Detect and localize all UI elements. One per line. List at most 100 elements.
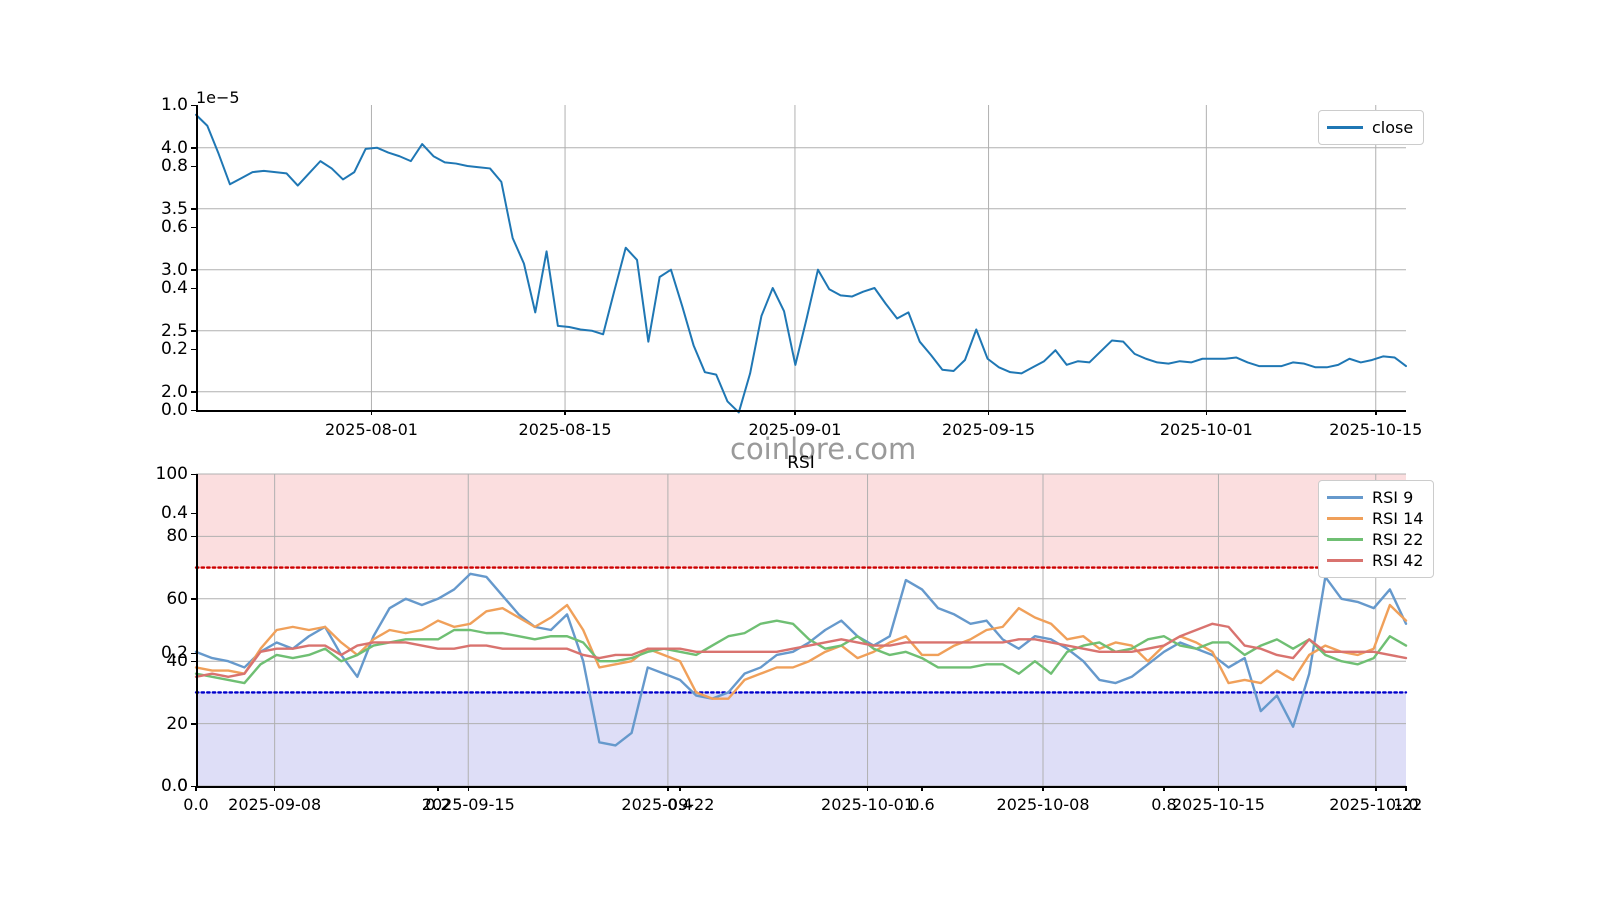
price-xtick-mark-2025-08-15 <box>564 410 566 415</box>
price-ytick-2.5: 2.5 <box>160 320 188 341</box>
rsi-ytick-norm-0-4: 0.4 <box>160 503 188 523</box>
rsi-xtick-2025-10-22: 2025-10-22 <box>1329 795 1423 814</box>
price-ytick-3.0-mark <box>191 269 196 271</box>
rsi-xtick-norm-0-2: 0.2 <box>425 795 451 814</box>
rsi-xtick-2025-09-22-mark <box>667 786 669 791</box>
rsi-xtick-norm-1-0: 1.0 <box>1393 795 1419 814</box>
rsi-ytick-80: 80 <box>166 526 188 547</box>
watermark-coinlore: coinlore.com <box>730 432 917 466</box>
price-ytick-norm-0-2-mark <box>191 348 196 350</box>
rsi-ytick-norm-0-2-mark <box>191 652 196 654</box>
rsi-plot-area <box>194 473 1408 787</box>
rsi-ytick-norm-0-0-mark <box>191 785 196 787</box>
price-plot-area <box>195 105 1407 414</box>
price-ytick-4.0-mark <box>191 147 196 149</box>
rsi-bottom-spine <box>196 786 1406 788</box>
rsi-legend[interactable]: RSI 9 RSI 14 RSI 22 RSI 42 <box>1318 480 1435 578</box>
price-ytick-4.0: 4.0 <box>160 137 188 158</box>
rsi-ytick-norm-0-4-mark <box>191 512 196 514</box>
legend-swatch-close-icon <box>1327 126 1363 129</box>
rsi-xtick-2025-10-08: 2025-10-08 <box>996 795 1090 814</box>
price-legend-item-close[interactable]: close <box>1327 117 1413 138</box>
rsi-xtick-2025-09-08: 2025-09-08 <box>228 795 322 814</box>
rsi-xtick-2025-09-15-mark <box>467 786 469 791</box>
price-ytick-3.5-mark <box>191 208 196 210</box>
price-xtick-2025-08-01: 2025-08-01 <box>324 420 418 439</box>
rsi-xtick-norm-0-6: 0.6 <box>909 795 935 814</box>
rsi-legend-item-RSI-22[interactable]: RSI 22 <box>1327 529 1423 550</box>
rsi-xtick-norm-0-8: 0.8 <box>1151 795 1177 814</box>
legend-swatch-RSI-14-icon <box>1327 517 1363 520</box>
price-left-spine <box>196 105 198 410</box>
rsi-left-spine <box>196 474 198 786</box>
rsi-xtick-norm-0-4: 0.4 <box>667 795 693 814</box>
rsi-xtick-2025-09-22: 2025-09-22 <box>621 795 715 814</box>
price-line-svg <box>195 105 1407 414</box>
price-ytick-2.0-mark <box>191 391 196 393</box>
rsi-ytick-100-mark <box>191 473 196 475</box>
rsi-xtick-norm-0-6-mark <box>921 786 923 791</box>
price-xtick-mark-2025-09-15 <box>987 410 990 415</box>
rsi-legend-label: RSI 14 <box>1372 509 1424 528</box>
price-ytick-norm-0-8-mark <box>191 165 196 167</box>
price-ytick-norm-1-0-mark <box>191 104 196 106</box>
price-legend[interactable]: close <box>1318 110 1425 145</box>
price-xtick-2025-10-01: 2025-10-01 <box>1159 420 1253 439</box>
rsi-legend-label: RSI 22 <box>1372 530 1424 549</box>
rsi-xtick-norm-0-4-mark <box>679 786 681 791</box>
rsi-xtick-2025-10-22-mark <box>1375 786 1377 791</box>
rsi-xtick-2025-09-15: 2025-09-15 <box>421 795 515 814</box>
price-y-offset-label: 1e−5 <box>196 88 240 107</box>
rsi-chart-title: RSI <box>787 453 815 473</box>
rsi-xtick-norm-0-0-mark <box>195 786 197 791</box>
price-xtick-2025-09-01: 2025-09-01 <box>748 420 842 439</box>
rsi-xtick-2025-10-15-mark <box>1217 786 1220 791</box>
rsi-ytick-80-mark <box>191 535 196 538</box>
rsi-ytick-40-mark <box>191 660 196 663</box>
rsi-ytick-60-mark <box>191 598 196 600</box>
price-xtick-2025-09-15: 2025-09-15 <box>942 420 1036 439</box>
price-ytick-norm-0-0: 0.0 <box>160 400 188 420</box>
price-xtick-2025-08-15: 2025-08-15 <box>518 420 612 439</box>
price-ytick-norm-0-4-mark <box>191 287 196 289</box>
price-ytick-norm-0-0-mark <box>191 409 196 411</box>
price-chart-panel: 1e−5 4.0 3.5 3.0 2.5 2.0 1.0 0.8 0.6 0.4 0.2 0.0 2… <box>0 0 1600 440</box>
legend-swatch-RSI-22-icon <box>1327 538 1363 541</box>
rsi-ytick-0: 0 <box>177 776 188 796</box>
price-bottom-spine <box>196 410 1406 412</box>
rsi-ytick-40: 40 <box>166 651 188 672</box>
price-xtick-mark-2025-10-15 <box>1375 410 1377 415</box>
price-ytick-norm-0-6-mark <box>191 226 196 228</box>
price-ytick-norm-0-4: 0.4 <box>160 278 188 298</box>
rsi-legend-label: RSI 42 <box>1372 551 1424 570</box>
price-ytick-norm-1-0: 1.0 <box>160 95 188 115</box>
price-ytick-norm-0-2: 0.2 <box>160 339 188 359</box>
price-ytick-norm-0-8: 0.8 <box>160 156 188 176</box>
price-ytick-2.0: 2.0 <box>160 381 188 402</box>
rsi-legend-item-RSI-9[interactable]: RSI 9 <box>1327 487 1423 508</box>
rsi-xtick-norm-1-0-mark <box>1405 786 1407 791</box>
price-ytick-3.0: 3.0 <box>160 259 188 280</box>
rsi-line-svg <box>194 473 1408 787</box>
rsi-xtick-norm-0-2-mark <box>437 786 439 791</box>
price-xtick-mark-2025-09-01 <box>794 410 796 415</box>
rsi-xtick-norm-0-0: 0.0 <box>183 795 209 814</box>
rsi-xtick-2025-10-01-mark <box>866 786 869 791</box>
price-legend-label: close <box>1372 118 1414 137</box>
rsi-ytick-100: 100 <box>155 464 188 484</box>
legend-swatch-RSI-9-icon <box>1327 496 1363 499</box>
rsi-xtick-2025-10-01: 2025-10-01 <box>821 795 915 814</box>
price-xtick-2025-10-15: 2025-10-15 <box>1329 420 1423 439</box>
legend-swatch-RSI-42-icon <box>1327 559 1363 562</box>
rsi-legend-item-RSI-42[interactable]: RSI 42 <box>1327 550 1423 571</box>
rsi-legend-label: RSI 9 <box>1372 488 1414 507</box>
rsi-ytick-norm-0-2: 0.2 <box>160 643 188 663</box>
rsi-xtick-2025-10-08-mark <box>1042 786 1044 791</box>
rsi-ytick-20-mark <box>191 723 196 725</box>
rsi-legend-item-RSI-14[interactable]: RSI 14 <box>1327 508 1423 529</box>
rsi-xtick-2025-09-08-mark <box>273 786 276 791</box>
rsi-ytick-norm-0-0: 0.0 <box>160 776 188 796</box>
price-xtick-mark-2025-10-01 <box>1205 410 1208 415</box>
